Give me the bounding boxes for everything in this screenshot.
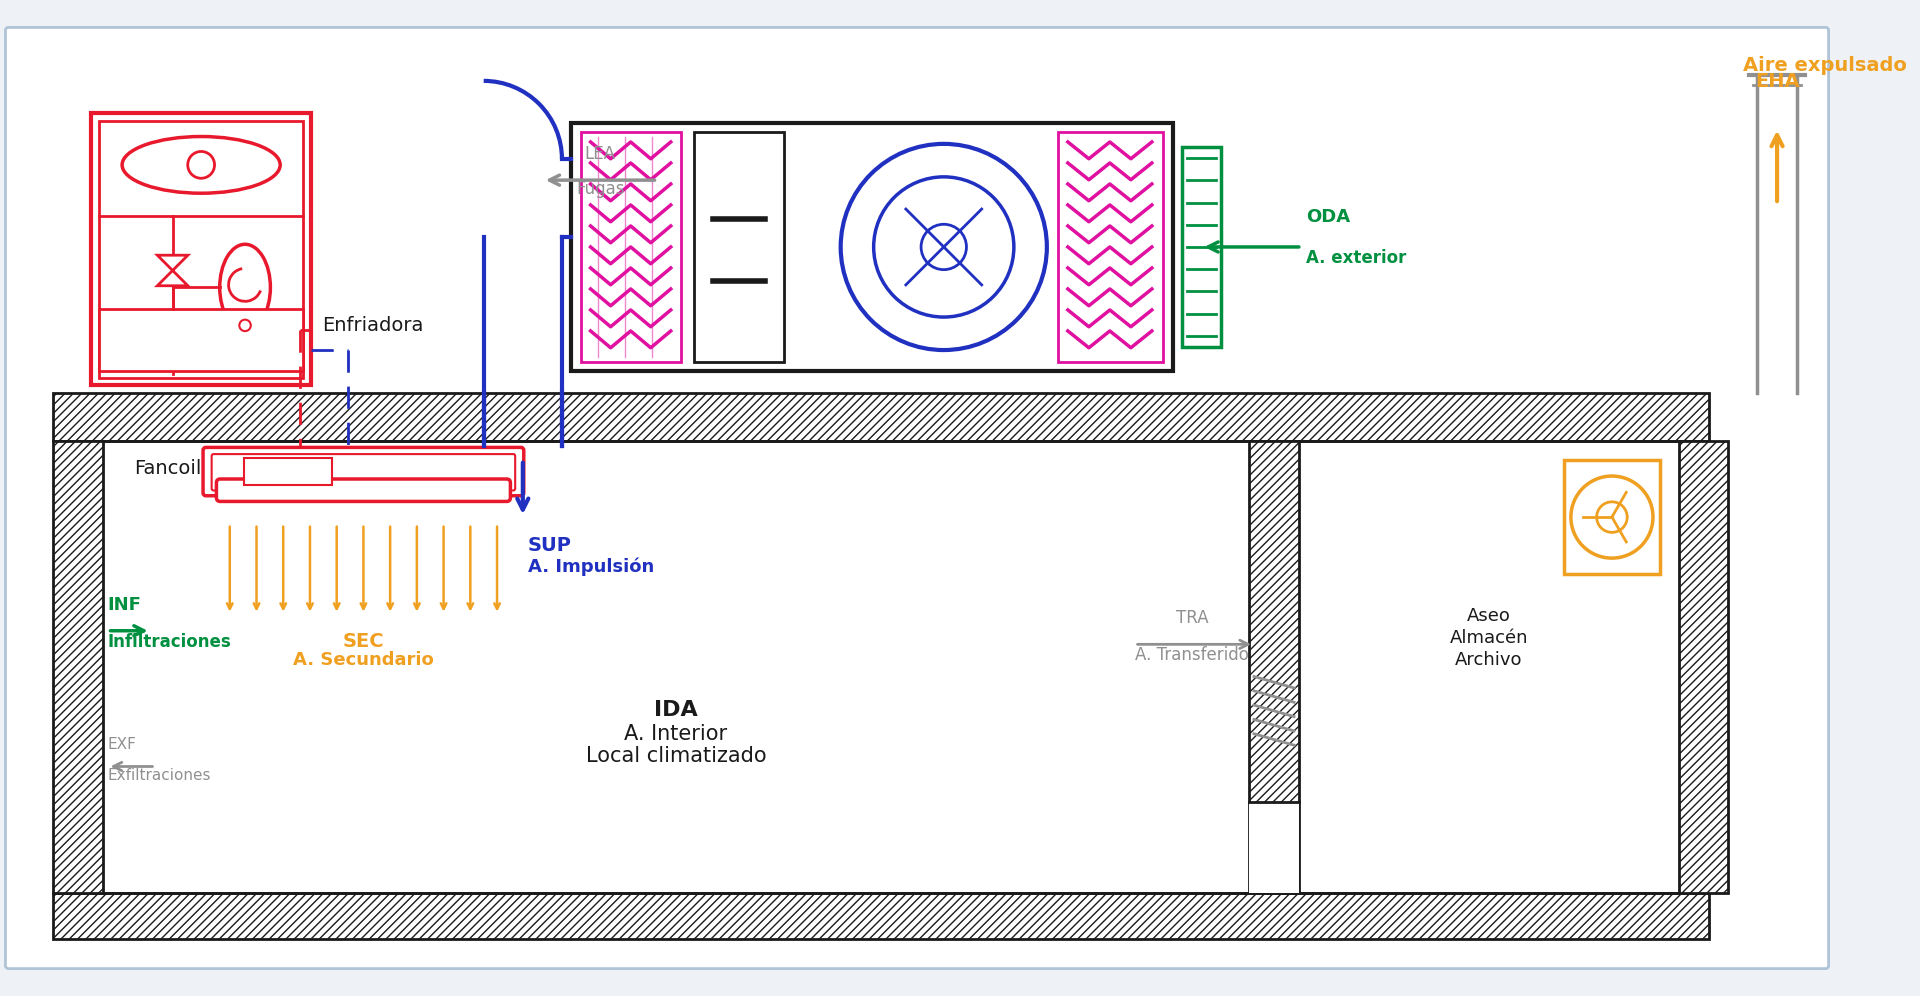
Circle shape (1597, 502, 1628, 533)
Text: Archivo: Archivo (1455, 651, 1523, 669)
Text: Fancoil: Fancoil (134, 458, 202, 477)
Text: A. Interior: A. Interior (624, 724, 728, 744)
Text: LEA: LEA (584, 145, 616, 163)
Bar (693, 132, 785, 362)
Text: A. exterior: A. exterior (1306, 249, 1407, 267)
Text: EHA: EHA (1755, 73, 1799, 92)
Bar (244, 458, 332, 484)
Bar (92, 114, 311, 385)
Bar (582, 132, 682, 362)
Text: A. Transferido: A. Transferido (1135, 646, 1248, 664)
Text: INF: INF (108, 596, 142, 614)
Bar (1565, 460, 1659, 575)
Bar (54, 393, 1709, 440)
Text: Aseo: Aseo (1467, 608, 1511, 625)
Text: A. Impulsión: A. Impulsión (528, 557, 655, 576)
Ellipse shape (123, 136, 280, 193)
Text: Enfriadora: Enfriadora (323, 316, 424, 335)
Bar (54, 440, 104, 893)
FancyBboxPatch shape (204, 447, 524, 496)
Bar (1058, 132, 1164, 362)
FancyBboxPatch shape (6, 28, 1828, 968)
Bar (572, 123, 1173, 372)
Text: A. Secundario: A. Secundario (294, 650, 434, 668)
Ellipse shape (219, 244, 271, 331)
Text: Almacén: Almacén (1450, 629, 1528, 647)
Circle shape (188, 151, 215, 178)
Bar (1183, 146, 1221, 348)
Text: SEC: SEC (342, 631, 384, 650)
Text: Infiltraciones: Infiltraciones (108, 632, 230, 650)
Polygon shape (157, 271, 188, 286)
Circle shape (922, 224, 966, 270)
Bar (1250, 803, 1298, 893)
Bar (54, 893, 1709, 939)
FancyBboxPatch shape (211, 454, 515, 490)
Bar (100, 121, 303, 377)
Text: Aire expulsado: Aire expulsado (1743, 56, 1907, 75)
Text: SUP: SUP (528, 536, 572, 555)
Text: EXF: EXF (108, 737, 136, 752)
FancyBboxPatch shape (217, 479, 511, 501)
Polygon shape (157, 255, 188, 271)
Text: ODA: ODA (1306, 208, 1350, 226)
Bar (1250, 440, 1298, 893)
Circle shape (841, 143, 1046, 350)
Text: Exfiltraciones: Exfiltraciones (108, 768, 211, 784)
Text: Fugas: Fugas (576, 180, 624, 198)
Bar (100, 309, 303, 372)
Bar (1678, 440, 1728, 893)
Text: TRA: TRA (1175, 610, 1208, 627)
Circle shape (874, 177, 1014, 317)
Circle shape (1571, 476, 1653, 558)
Circle shape (240, 320, 252, 331)
Text: IDA: IDA (655, 700, 697, 720)
Text: Local climatizado: Local climatizado (586, 746, 766, 766)
